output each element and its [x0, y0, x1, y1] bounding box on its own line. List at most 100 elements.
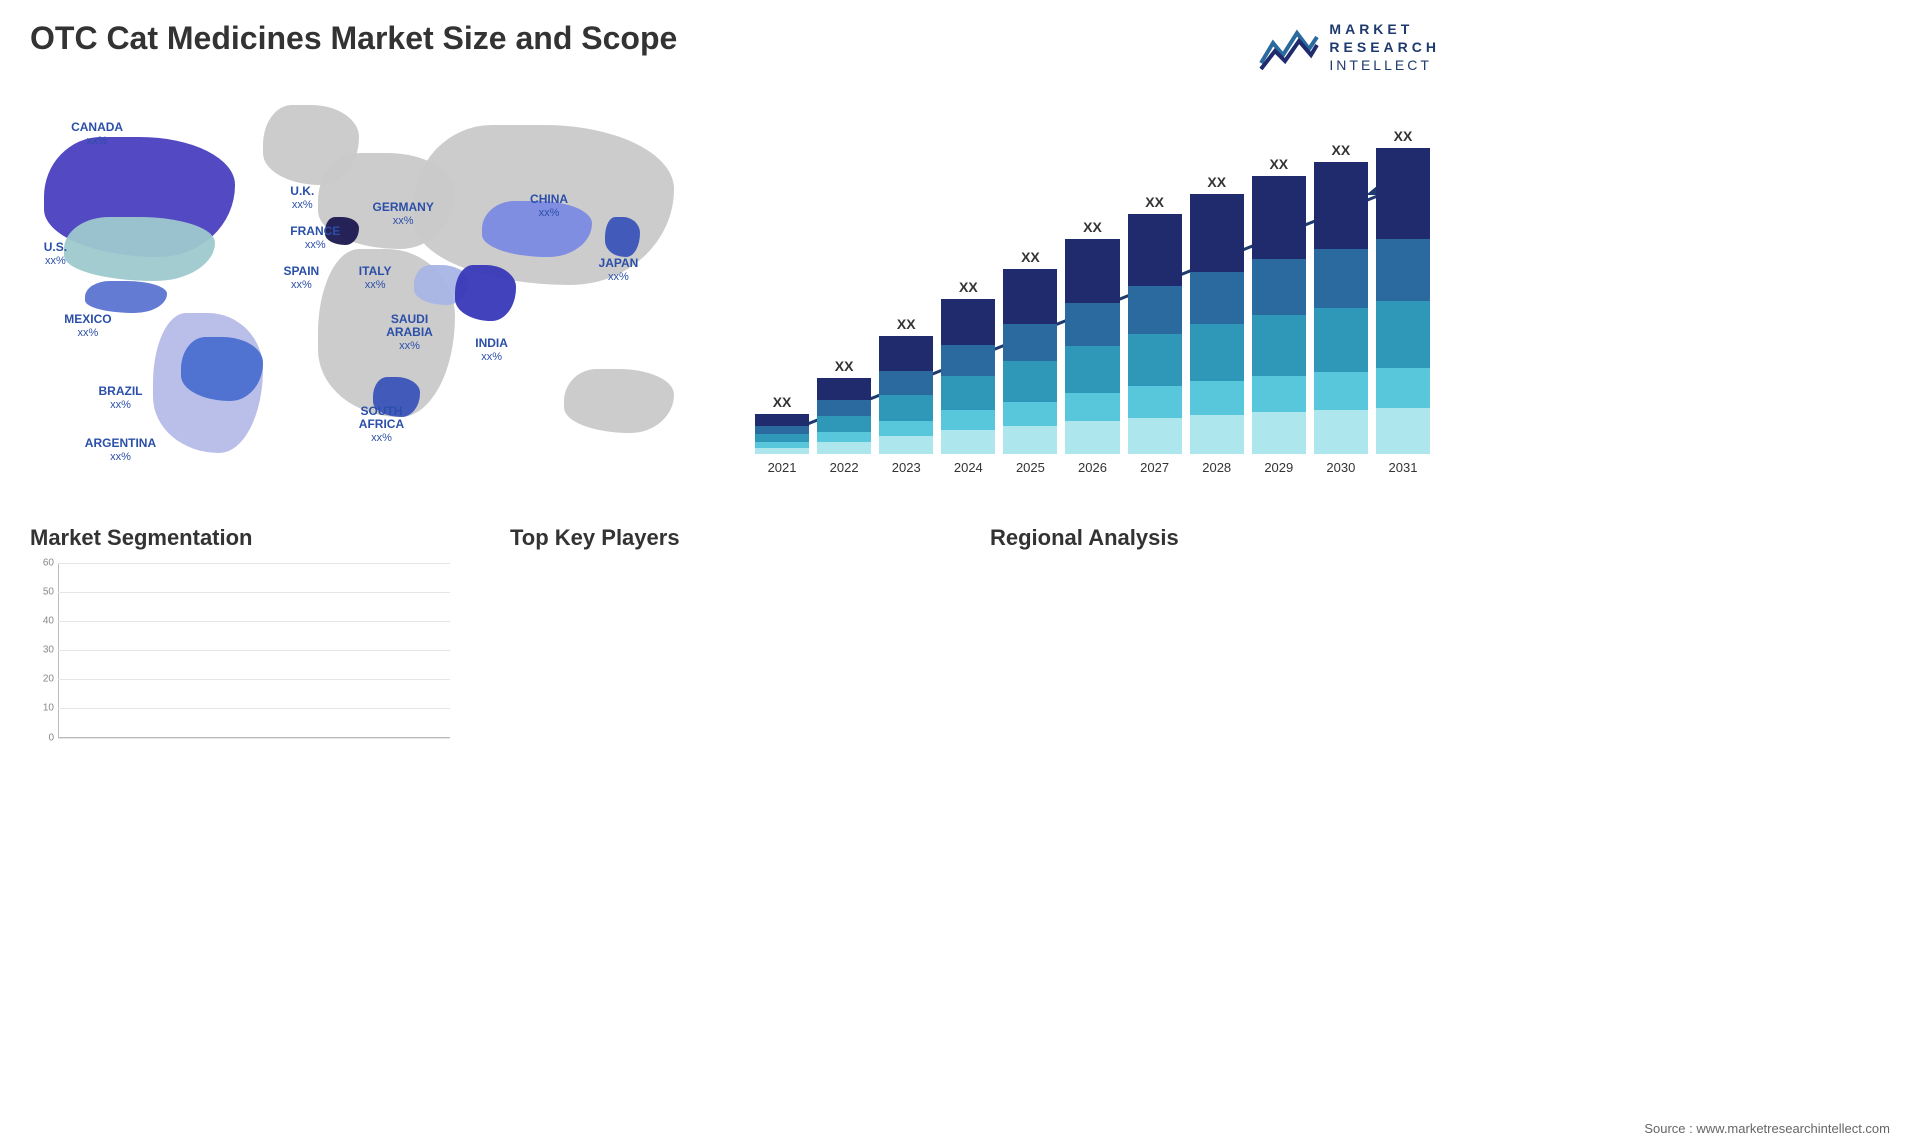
growth-bar-segment [1314, 249, 1368, 307]
segmentation-chart: 0102030405060 [30, 563, 450, 763]
growth-bar-segment [1003, 269, 1057, 325]
growth-bar: XX 2021 [755, 394, 809, 475]
growth-bar-segment [1128, 214, 1182, 286]
growth-bar-segment [817, 378, 871, 401]
growth-value-label: XX [1207, 174, 1226, 190]
country-label: JAPANxx% [599, 257, 639, 283]
growth-bar: XX 2024 [941, 279, 995, 475]
map-region [455, 265, 517, 321]
map-region [181, 337, 263, 401]
logo: MARKET RESEARCH INTELLECT [1259, 20, 1440, 75]
growth-year-label: 2022 [830, 460, 859, 475]
regional-donut [990, 563, 1190, 763]
growth-bar: XX2025 [1003, 249, 1057, 475]
page-title: OTC Cat Medicines Market Size and Scope [30, 20, 677, 57]
growth-bar-segment [879, 395, 933, 421]
growth-bar-segment [1003, 361, 1057, 402]
country-label: INDIAxx% [475, 337, 508, 363]
seg-ytick: 40 [30, 615, 54, 626]
country-label: GERMANYxx% [373, 201, 434, 227]
growth-bar-segment [1065, 346, 1119, 393]
segmentation-title: Market Segmentation [30, 525, 480, 551]
seg-ytick: 0 [30, 732, 54, 743]
growth-bar-segment [1314, 372, 1368, 410]
growth-bar-segment [1065, 393, 1119, 421]
growth-year-label: 2029 [1264, 460, 1293, 475]
growth-chart: XX2021XX2022XX2023XX2024XX2025XX2026XX20… [755, 105, 1440, 505]
seg-ytick: 10 [30, 703, 54, 714]
seg-ytick: 30 [30, 645, 54, 656]
growth-bar: XX2031 [1376, 128, 1430, 475]
growth-value-label: XX [773, 394, 792, 410]
growth-value-label: XX [1269, 156, 1288, 172]
growth-bar-segment [1065, 421, 1119, 453]
regional-title: Regional Analysis [990, 525, 1440, 551]
country-label: CANADAxx% [71, 121, 123, 147]
growth-bar-segment [817, 432, 871, 442]
growth-bar-segment [1128, 386, 1182, 417]
growth-bar-segment [755, 414, 809, 426]
growth-bar-segment [1190, 381, 1244, 415]
map-region [605, 217, 639, 257]
growth-year-label: 2026 [1078, 460, 1107, 475]
growth-bar: XX 2029 [1252, 156, 1306, 475]
country-label: MEXICOxx% [64, 313, 111, 339]
growth-bar-segment [1003, 324, 1057, 361]
growth-bar-segment [1190, 272, 1244, 324]
country-label: U.S.xx% [44, 241, 67, 267]
map-region [564, 369, 674, 433]
growth-value-label: XX [959, 279, 978, 295]
growth-bar-segment [941, 345, 995, 376]
growth-bar-segment [1003, 426, 1057, 454]
country-label: ITALYxx% [359, 265, 392, 291]
growth-bar-segment [755, 434, 809, 443]
growth-bar: XX 2028 [1190, 174, 1244, 475]
growth-bar-segment [879, 336, 933, 371]
growth-bar-segment [1252, 315, 1306, 376]
growth-bar-segment [941, 299, 995, 346]
growth-bar-segment [1128, 286, 1182, 334]
map-region [85, 281, 167, 313]
growth-value-label: XX [897, 316, 916, 332]
growth-year-label: 2021 [768, 460, 797, 475]
growth-value-label: XX [835, 358, 854, 374]
growth-bar-segment [1065, 303, 1119, 346]
growth-year-label: 2023 [892, 460, 921, 475]
growth-year-label: 2028 [1202, 460, 1231, 475]
growth-bar: XX 2022 [817, 358, 871, 475]
growth-bar-segment [1190, 194, 1244, 272]
growth-year-label: 2024 [954, 460, 983, 475]
country-label: SPAINxx% [283, 265, 319, 291]
growth-bar: XX 2023 [879, 316, 933, 475]
country-label: SOUTHAFRICAxx% [359, 405, 404, 445]
growth-bar-segment [817, 442, 871, 453]
growth-bar-segment [941, 430, 995, 453]
growth-bar-segment [941, 376, 995, 410]
growth-bar-segment [755, 426, 809, 434]
logo-line1: MARKET [1329, 20, 1440, 38]
growth-bar-segment [1190, 324, 1244, 381]
growth-bar: XX2030 [1314, 142, 1368, 475]
growth-bar-segment [1314, 162, 1368, 250]
logo-line3: INTELLECT [1329, 56, 1440, 74]
seg-ytick: 60 [30, 557, 54, 568]
growth-bar-segment [1314, 410, 1368, 454]
growth-year-label: 2031 [1389, 460, 1418, 475]
growth-bar: XX2026 [1065, 219, 1119, 475]
country-label: CHINAxx% [530, 193, 568, 219]
growth-bar: XX2027 [1128, 194, 1182, 475]
growth-bar-segment [1376, 148, 1430, 240]
growth-bar-segment [1314, 308, 1368, 372]
growth-bar-segment [1190, 415, 1244, 454]
country-label: BRAZILxx% [99, 385, 143, 411]
logo-icon [1259, 23, 1319, 71]
country-label: SAUDIARABIAxx% [386, 313, 433, 353]
segmentation-legend [470, 563, 480, 805]
growth-bar-segment [1252, 412, 1306, 454]
growth-bar-segment [817, 400, 871, 415]
growth-bar-segment [1252, 376, 1306, 412]
logo-line2: RESEARCH [1329, 38, 1440, 56]
seg-ytick: 20 [30, 674, 54, 685]
regional-section: Regional Analysis [990, 525, 1440, 805]
country-label: FRANCExx% [290, 225, 340, 251]
